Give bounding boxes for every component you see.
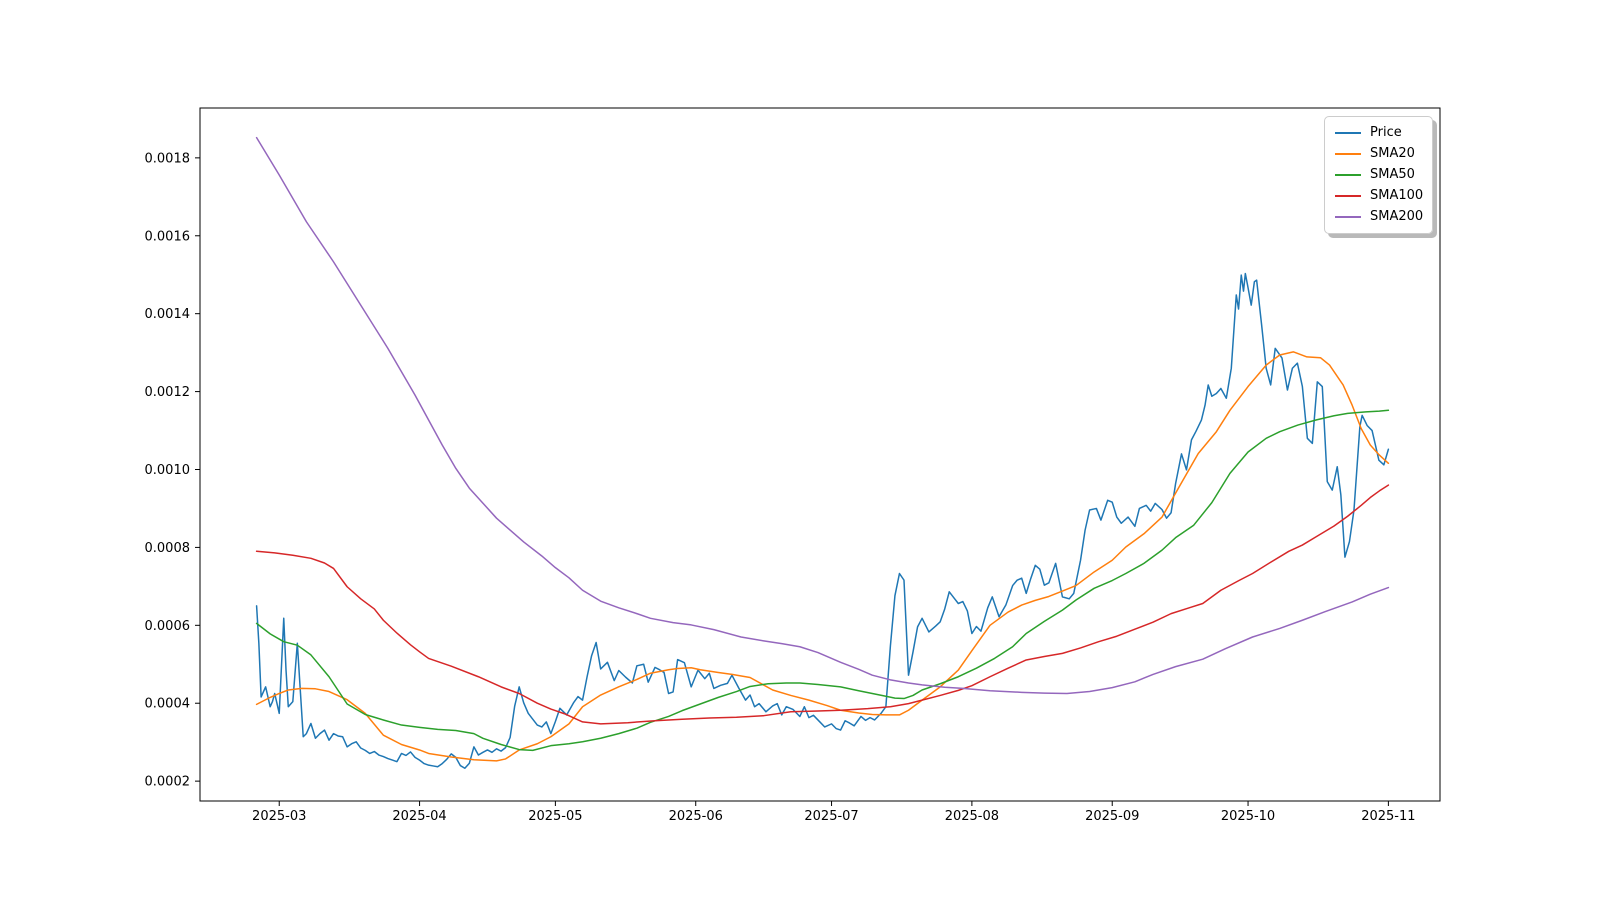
y-tick-label: 0.0004 (145, 697, 191, 712)
price-line (255, 272, 1390, 770)
legend-line-swatch (1335, 173, 1361, 176)
legend-entry: SMA200 (1335, 206, 1423, 227)
y-tick-label: 0.0016 (145, 229, 191, 244)
axes-spines (199, 107, 1441, 802)
legend-entry: SMA100 (1335, 185, 1423, 206)
y-tick-label: 0.0012 (145, 385, 191, 400)
x-tick-label: 2025-03 (252, 809, 306, 824)
x-tick-label: 2025-05 (528, 809, 582, 824)
plot-frame (199, 107, 1441, 802)
legend: Price SMA20 SMA50 SMA100 SMA200 (1324, 116, 1434, 234)
sma200-line (255, 136, 1390, 695)
legend-entry-label: Price (1370, 125, 1402, 140)
legend-entry-label: SMA100 (1370, 188, 1424, 203)
legend-entry-label: SMA50 (1370, 167, 1415, 182)
sma100-line (255, 484, 1390, 725)
y-tick-label: 0.0008 (145, 541, 191, 556)
x-tick-label: 2025-10 (1221, 809, 1275, 824)
sma20-line (255, 351, 1390, 762)
chart-series-lines (255, 136, 1390, 770)
x-tick-label: 2025-07 (804, 809, 858, 824)
legend-entry: SMA50 (1335, 164, 1423, 185)
x-tick-label: 2025-04 (392, 809, 446, 824)
legend-entry-label: SMA20 (1370, 146, 1415, 161)
legend-line-swatch (1335, 194, 1361, 197)
y-tick-label: 0.0018 (145, 151, 191, 166)
x-tick-label: 2025-06 (669, 809, 723, 824)
legend-line-swatch (1335, 131, 1361, 134)
legend-entry: Price (1335, 122, 1423, 143)
sma50-line (255, 409, 1390, 752)
x-tick-label: 2025-11 (1361, 809, 1415, 824)
axis-tick-labels: 2025-03 2025-04 2025-05 2025-06 2025-07 2025-… (145, 151, 1416, 824)
axis-ticks (195, 157, 1389, 806)
legend-entry-label: SMA200 (1370, 209, 1424, 224)
x-tick-label: 2025-08 (945, 809, 999, 824)
legend-line-swatch (1335, 215, 1361, 218)
y-tick-label: 0.0002 (145, 775, 191, 790)
y-tick-label: 0.0006 (145, 619, 191, 634)
legend-line-swatch (1335, 152, 1361, 155)
legend-entry: SMA20 (1335, 143, 1423, 164)
y-tick-label: 0.0014 (145, 307, 191, 322)
y-tick-label: 0.0010 (145, 463, 191, 478)
x-tick-label: 2025-09 (1085, 809, 1139, 824)
